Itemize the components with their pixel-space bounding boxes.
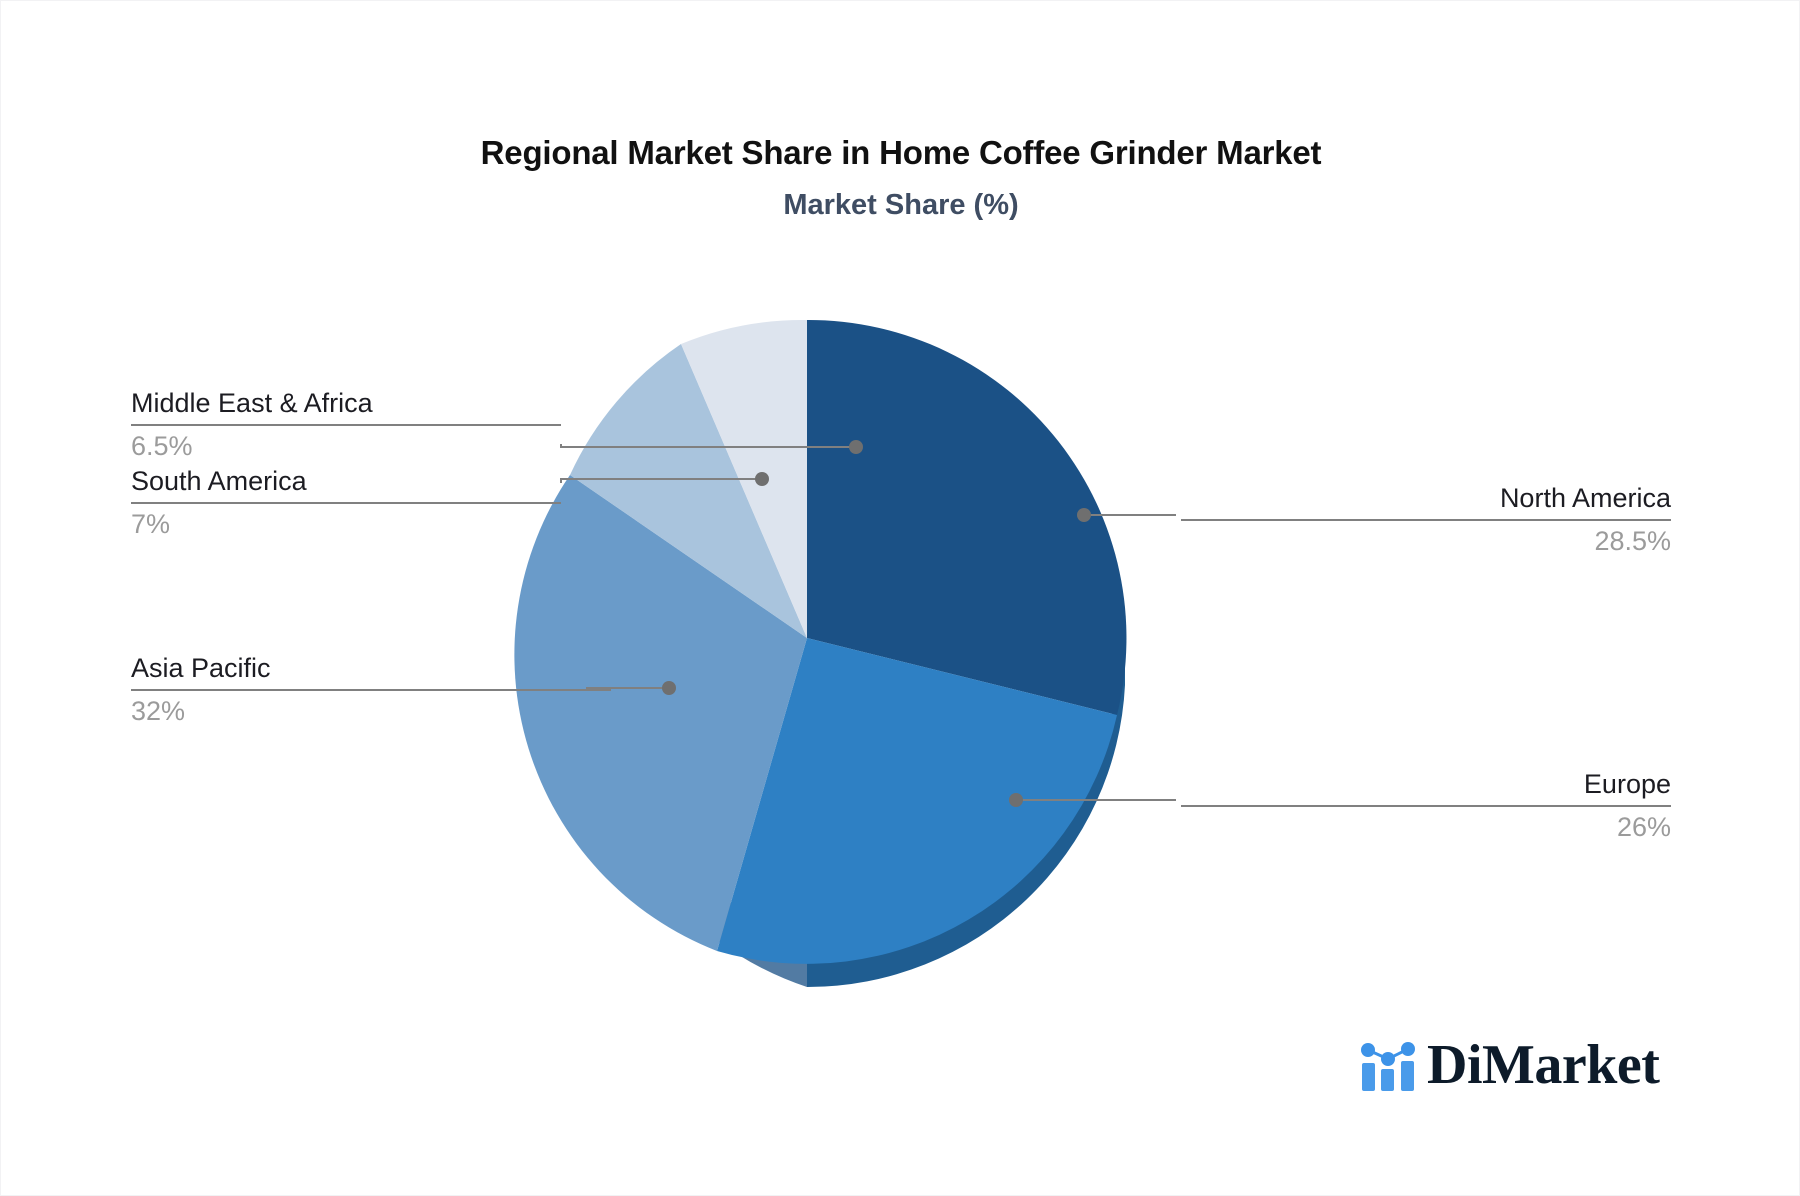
callout-rule-europe (1181, 805, 1671, 807)
callout-value-asia-pacific: 32% (131, 696, 186, 726)
leader-dot-europe (1009, 793, 1023, 807)
bar-chart-icon (1361, 1042, 1415, 1091)
pie-slice-europe (717, 638, 1117, 964)
chart-subtitle: Market Share (%) (783, 189, 1019, 221)
callout-label-south-america: South America (131, 466, 307, 496)
callout-south-america[interactable]: South America 7% (131, 464, 561, 541)
callout-rule-north-america (1181, 519, 1671, 521)
pie-slice-south-america (570, 344, 807, 638)
callout-rule-middle-east-africa (131, 424, 561, 426)
leader-dot-south-america (755, 472, 769, 486)
callout-label-europe: Europe (1583, 769, 1671, 799)
callout-rule-asia-pacific (131, 689, 611, 691)
callout-europe[interactable]: Europe 26% (1181, 767, 1671, 844)
leader-dot-north-america (1077, 508, 1091, 522)
pie-slice-north-america (807, 319, 1127, 715)
callout-value-europe: 26% (1616, 812, 1671, 842)
callout-label-middle-east-africa: Middle East & Africa (131, 388, 373, 418)
callout-rule-south-america (131, 502, 561, 504)
pie-slice-middle-east-africa (681, 319, 807, 638)
callout-label-north-america: North America (1499, 483, 1671, 513)
chart-title: Regional Market Share in Home Coffee Gri… (480, 134, 1322, 171)
callout-asia-pacific[interactable]: Asia Pacific 32% (131, 651, 611, 728)
pie-slices (514, 319, 1127, 964)
leader-dot-asia-pacific (662, 681, 676, 695)
leader-lines (560, 444, 1176, 801)
callout-label-asia-pacific: Asia Pacific (131, 653, 271, 683)
callout-value-middle-east-africa: 6.5% (131, 431, 193, 461)
callout-value-north-america: 28.5% (1594, 526, 1671, 556)
callout-value-south-america: 7% (131, 509, 171, 539)
logo-wordmark: DiMarket (1427, 1034, 1660, 1096)
pie-3d-side (589, 641, 1125, 988)
leader-dot-middle-east-africa (849, 440, 863, 454)
dimarket-logo: DiMarket (1359, 1034, 1660, 1096)
callout-north-america[interactable]: North America 28.5% (1181, 481, 1671, 558)
callout-middle-east-africa[interactable]: Middle East & Africa 6.5% (131, 386, 561, 463)
leader-dots (662, 440, 1091, 807)
